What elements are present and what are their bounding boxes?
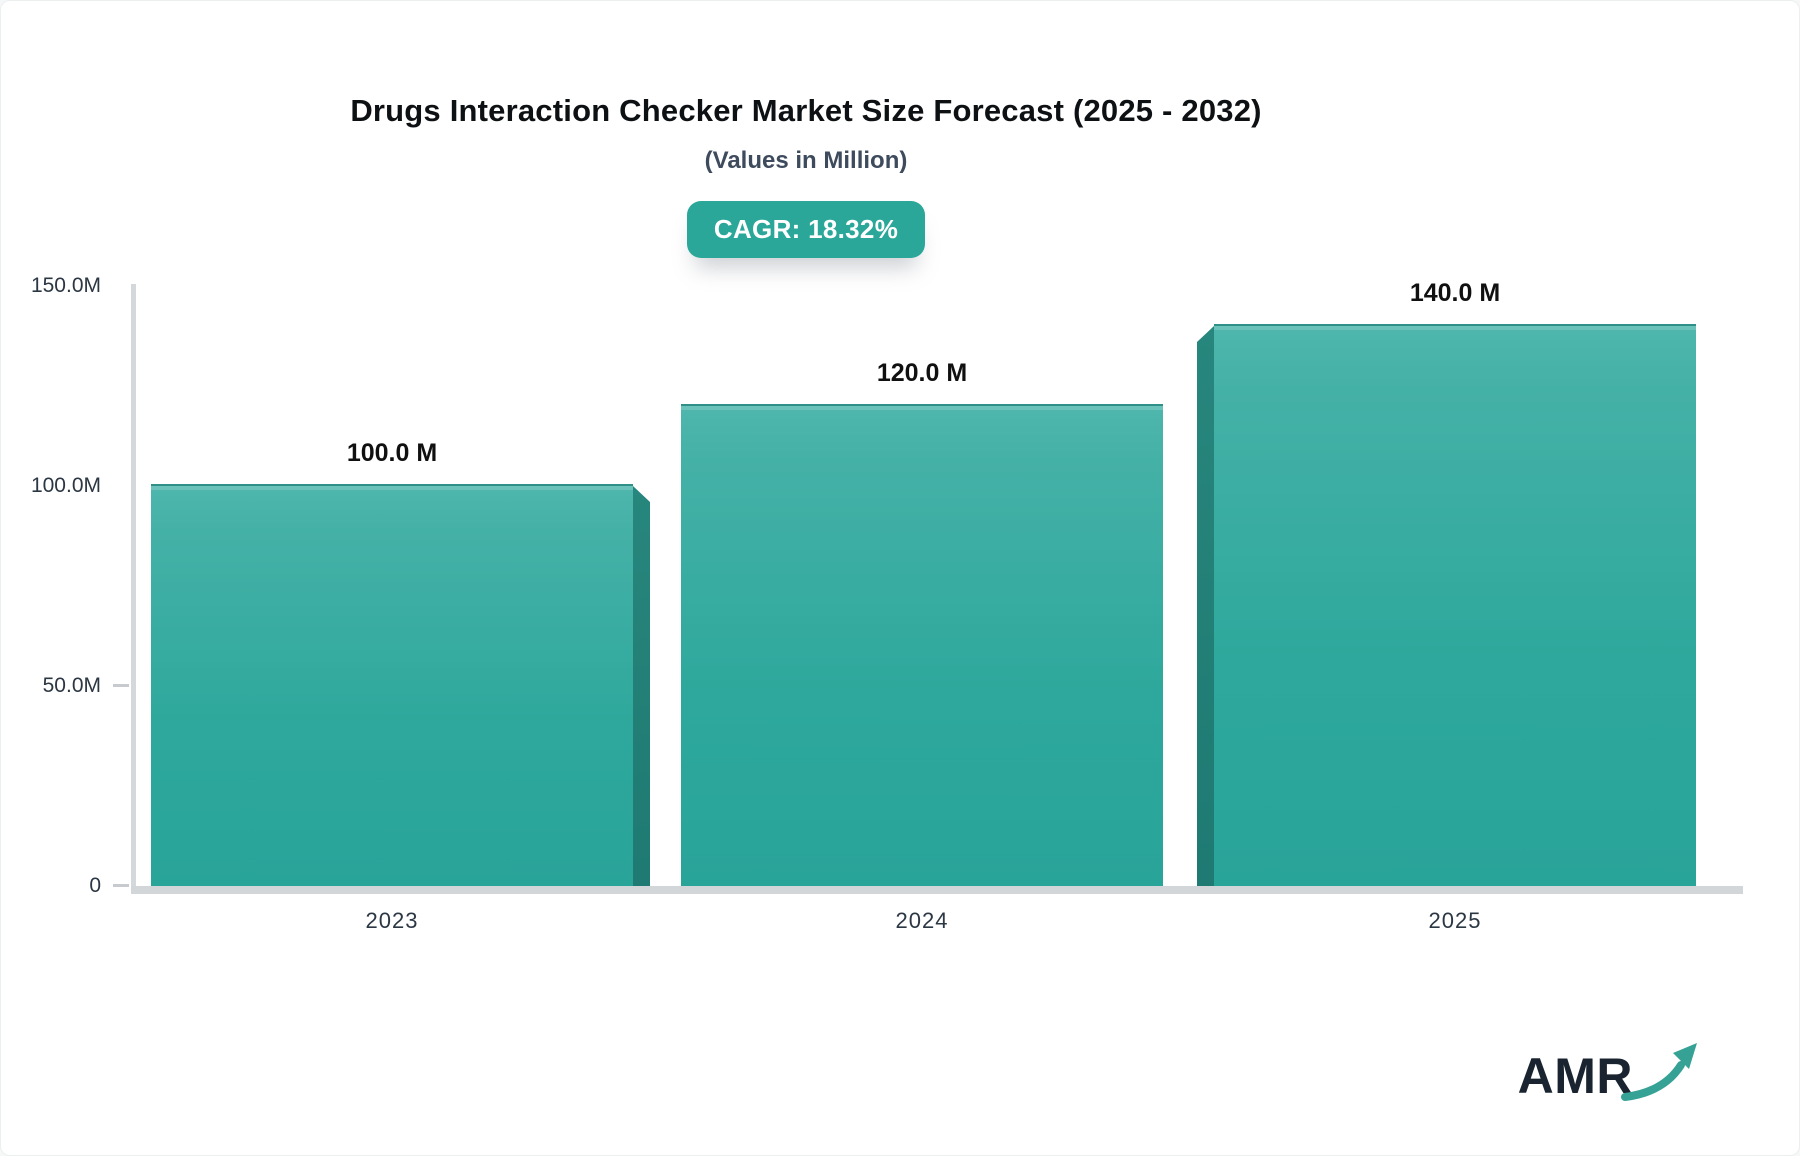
y-axis-line <box>131 284 136 894</box>
bar-fill <box>681 404 1163 886</box>
bar-3d-side <box>633 486 650 886</box>
growth-arrow-icon <box>1621 1043 1697 1101</box>
amr-logo: AMR <box>1517 1043 1701 1105</box>
bar-3d-side <box>1197 326 1214 886</box>
chart-subtitle: (Values in Million) <box>704 147 908 174</box>
bar-fill <box>151 484 633 886</box>
cagr-badge: CAGR: 18.32% <box>686 201 926 258</box>
y-tick-label: 0 <box>1 874 129 898</box>
bar-2023: 100.0 M 2023 <box>151 286 650 933</box>
bar-value-label: 140.0 M <box>1409 279 1501 307</box>
bar-2025: 140.0 M 2025 <box>1197 279 1696 933</box>
bar-value-label: 120.0 M <box>876 359 968 387</box>
plot-area: 150.0M 100.0M 50.0M 0 100.0 M 2023 120.0… <box>31 274 1743 933</box>
bar-value-label: 100.0 M <box>346 439 438 467</box>
y-tick-label: 100.0M <box>30 474 101 497</box>
chart-header: Drugs Interaction Checker Market Size Fo… <box>1 1 1611 258</box>
x-axis-category: 2023 <box>365 908 419 933</box>
y-tick-label: 150.0M <box>30 274 101 297</box>
x-axis-category: 2025 <box>1428 908 1482 933</box>
y-tick-label: 50.0M <box>1 674 129 698</box>
x-axis-line <box>131 886 1743 894</box>
x-axis-category: 2024 <box>895 908 949 933</box>
chart-title: Drugs Interaction Checker Market Size Fo… <box>350 93 1262 128</box>
bar-2024: 120.0 M 2024 <box>681 286 1163 933</box>
bar-fill <box>1214 324 1696 886</box>
amr-logo-text: AMR <box>1517 1048 1633 1104</box>
